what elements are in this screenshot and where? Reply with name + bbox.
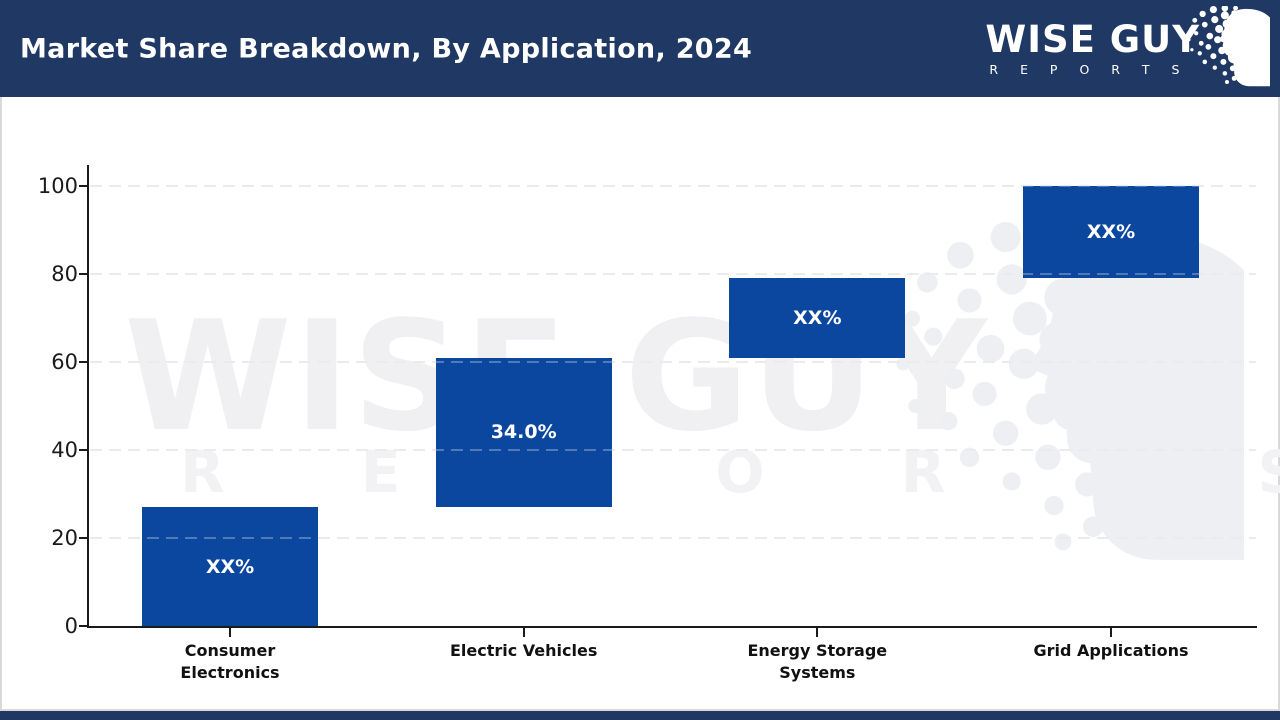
x-tick-mark <box>229 628 231 637</box>
y-tick-mark <box>79 537 88 539</box>
y-tick-mark <box>79 449 88 451</box>
y-tick-mark <box>79 273 88 275</box>
gridline <box>90 449 1256 451</box>
y-tick-mark <box>79 185 88 187</box>
gridline-overlay <box>90 185 1256 187</box>
x-category-label: Grid Applications <box>1033 641 1189 660</box>
gridline-overlay <box>90 449 1256 451</box>
gridline <box>90 537 1256 539</box>
x-category-label: Energy Storage Systems <box>747 641 888 682</box>
footer-banner <box>0 711 1280 720</box>
x-category-label: Electric Vehicles <box>449 641 598 660</box>
x-tick-mark <box>816 628 819 637</box>
x-axis-line <box>87 626 1257 628</box>
bar-segment: XX% <box>142 507 318 626</box>
y-tick-label: 0 <box>64 614 78 638</box>
bar-value-label: 34.0% <box>490 421 557 444</box>
header-banner: Market Share Breakdown, By Application, … <box>0 0 1280 97</box>
x-tick-mark <box>522 628 525 637</box>
x-tick-mark <box>1110 628 1112 637</box>
wiseguy-logo: WISE GUY R E P O R T S <box>985 6 1270 92</box>
gridline <box>90 273 1256 275</box>
bar-segment: XX% <box>729 278 906 358</box>
bar-value-label: XX% <box>205 555 255 578</box>
bar-segment: XX% <box>1023 186 1199 279</box>
y-tick-label: 20 <box>51 526 78 550</box>
gridline-overlay <box>90 273 1256 275</box>
logo-wordmark: WISE GUY <box>985 18 1200 62</box>
y-tick-label: 100 <box>37 174 78 198</box>
bar-value-label: XX% <box>793 306 842 329</box>
bar-segment: 34.0% <box>435 357 612 508</box>
logo-subtitle: R E P O R T S <box>989 61 1189 77</box>
y-tick-label: 60 <box>51 350 78 374</box>
y-tick-label: 80 <box>51 262 78 286</box>
gridline-overlay <box>90 361 1256 363</box>
gridline <box>90 361 1256 363</box>
wiseguy-face-icon <box>1187 6 1270 87</box>
gridline <box>90 185 1256 187</box>
y-axis-line <box>87 165 89 628</box>
y-tick-mark <box>79 625 88 627</box>
y-tick-label: 40 <box>51 438 78 462</box>
gridline-overlay <box>90 537 1256 539</box>
wiseguy-logo-text: WISE GUY R E P O R T S <box>985 18 1200 77</box>
y-tick-mark <box>79 361 88 363</box>
page-title: Market Share Breakdown, By Application, … <box>20 33 753 64</box>
x-category-label: Consumer Electronics <box>180 641 280 682</box>
bar-value-label: XX% <box>1086 221 1136 244</box>
